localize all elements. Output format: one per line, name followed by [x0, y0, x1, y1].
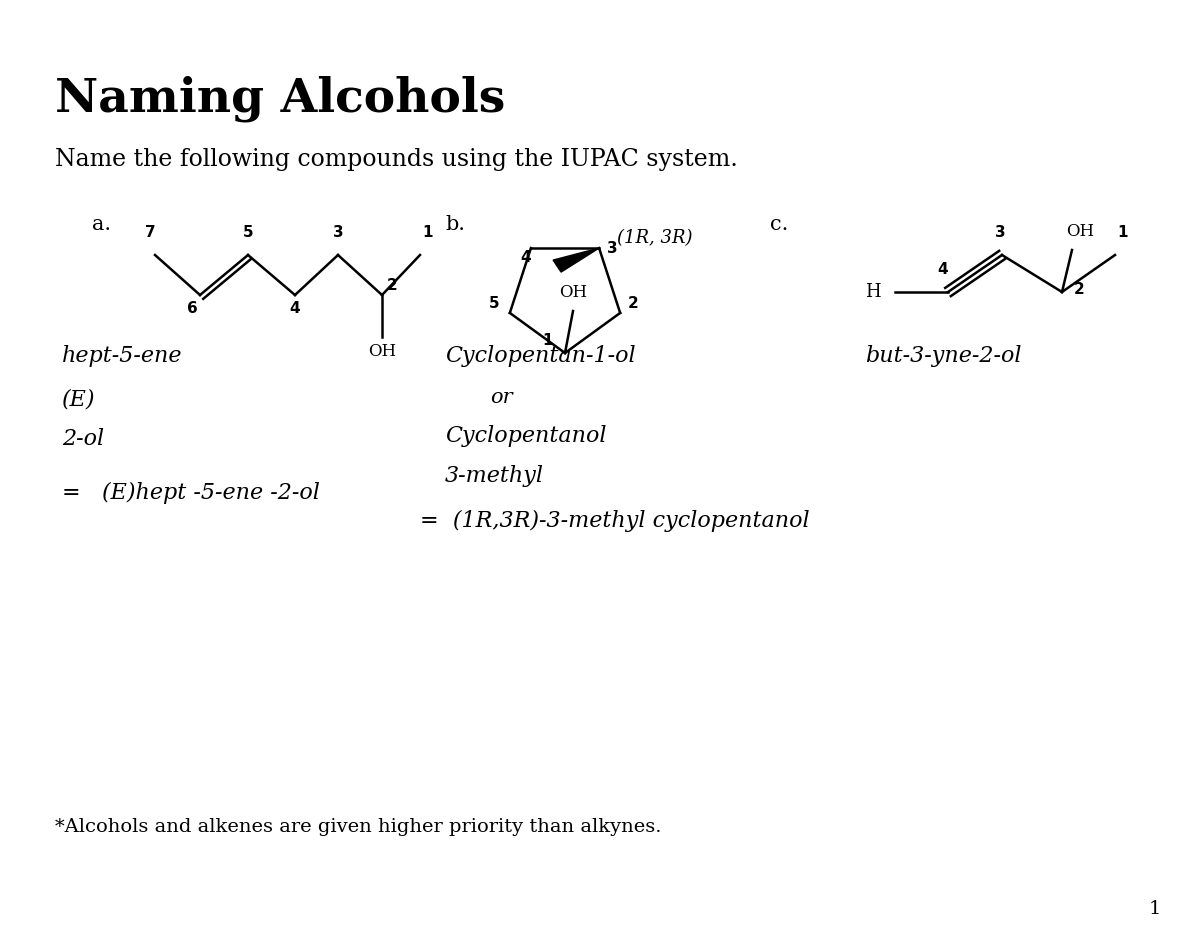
Text: 3: 3: [607, 241, 618, 256]
Text: 2: 2: [386, 278, 397, 293]
Text: 4: 4: [521, 250, 532, 265]
Text: 4: 4: [937, 262, 948, 277]
Text: 4: 4: [289, 301, 300, 316]
Text: but-3-yne-2-ol: but-3-yne-2-ol: [865, 345, 1021, 367]
Text: or: or: [490, 388, 512, 407]
Text: 1: 1: [1148, 900, 1162, 918]
Text: (E): (E): [62, 388, 96, 410]
Text: Naming Alcohols: Naming Alcohols: [55, 75, 505, 121]
Text: c.: c.: [770, 215, 788, 234]
Text: 1: 1: [542, 333, 553, 348]
Text: Cyclopentan-1-ol: Cyclopentan-1-ol: [445, 345, 636, 367]
Text: OH: OH: [559, 284, 587, 301]
Text: b.: b.: [445, 215, 466, 234]
Text: 5: 5: [490, 296, 500, 311]
Text: H: H: [865, 283, 881, 301]
Text: 2: 2: [628, 296, 638, 311]
Text: =  (1R,3R)-3-methyl cyclopentanol: = (1R,3R)-3-methyl cyclopentanol: [420, 510, 810, 532]
Text: 3: 3: [995, 225, 1006, 240]
Text: OH: OH: [368, 343, 396, 360]
Polygon shape: [553, 248, 599, 273]
Text: *Alcohols and alkenes are given higher priority than alkynes.: *Alcohols and alkenes are given higher p…: [55, 818, 661, 836]
Text: hept-5-ene: hept-5-ene: [62, 345, 182, 367]
Text: 2-ol: 2-ol: [62, 428, 104, 450]
Text: =   (E)hept -5-ene -2-ol: = (E)hept -5-ene -2-ol: [62, 482, 320, 504]
Text: 1: 1: [1117, 225, 1128, 240]
Text: Cyclopentanol: Cyclopentanol: [445, 425, 606, 447]
Text: 5: 5: [242, 225, 253, 240]
Text: OH: OH: [1066, 223, 1094, 240]
Text: 3-methyl: 3-methyl: [445, 465, 544, 487]
Text: Name the following compounds using the IUPAC system.: Name the following compounds using the I…: [55, 148, 738, 171]
Text: 1: 1: [422, 225, 433, 240]
Text: a.: a.: [92, 215, 112, 234]
Text: 6: 6: [187, 301, 197, 316]
Text: (1R, 3R): (1R, 3R): [617, 229, 692, 248]
Text: 7: 7: [145, 225, 155, 240]
Text: 3: 3: [332, 225, 343, 240]
Text: 2: 2: [1074, 282, 1085, 297]
